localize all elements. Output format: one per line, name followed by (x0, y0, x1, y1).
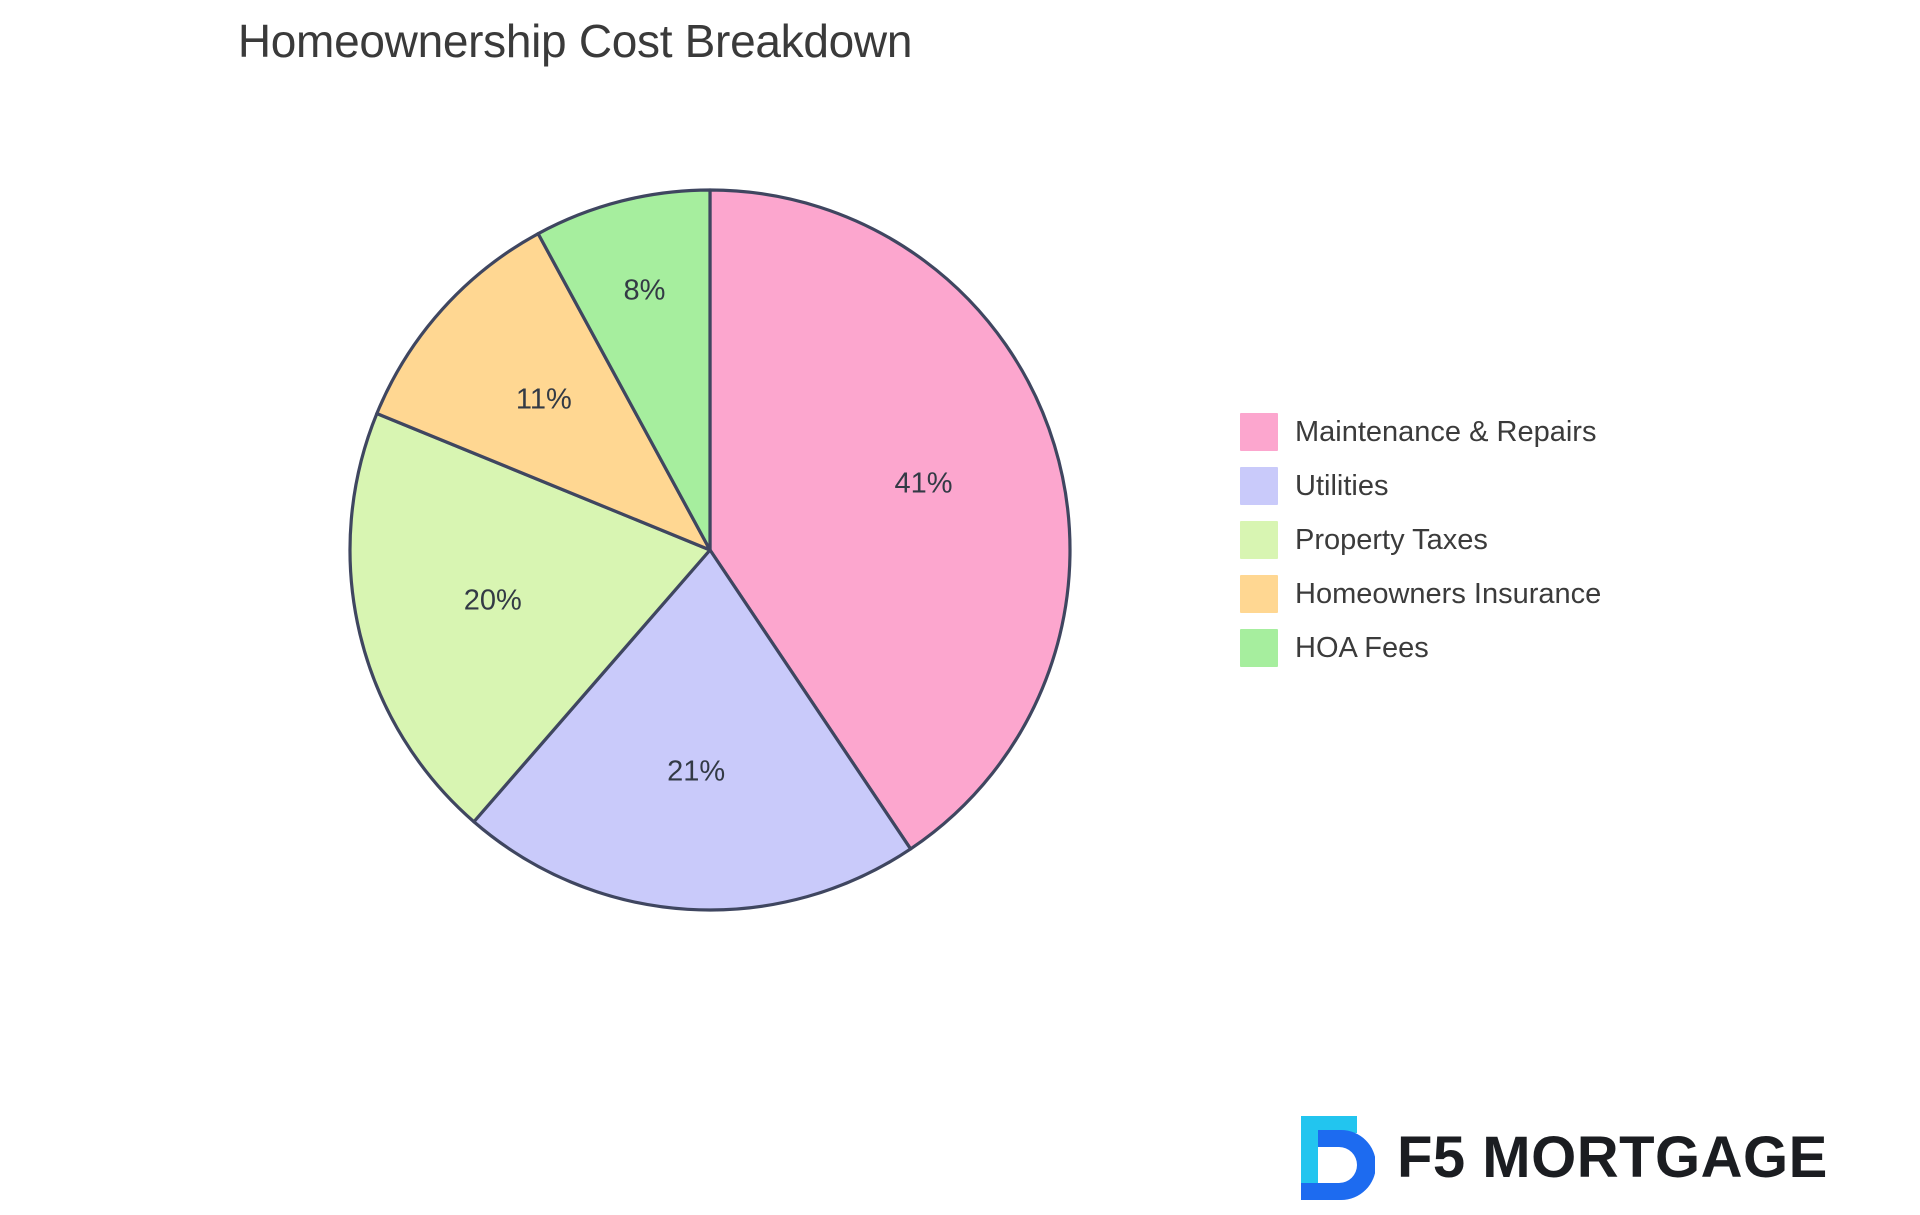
pie-slice[interactable] (375, 232, 712, 552)
pie-slice[interactable] (348, 411, 712, 824)
pie-slice-label: 8% (623, 274, 665, 306)
legend-item[interactable]: Utilities (1240, 459, 1710, 513)
legend-item-label: HOA Fees (1295, 631, 1429, 664)
legend-item-label: Utilities (1295, 469, 1389, 502)
legend-color-swatch (1240, 629, 1278, 667)
pie-slice-label: 20% (464, 584, 522, 616)
legend-color-swatch (1240, 521, 1278, 559)
legend-color-swatch (1240, 575, 1278, 613)
legend-item-label: Maintenance & Repairs (1295, 415, 1597, 448)
pie-slice[interactable] (708, 188, 1072, 851)
pie-label-group: 41% 21% 20% 11% 8% (464, 274, 953, 787)
chart-title: Homeownership Cost Breakdown (237, 15, 913, 67)
pie-slice-group (348, 188, 1072, 912)
legend-color-swatch (1240, 467, 1278, 505)
pie-chart: 41% 21% 20% 11% 8% (345, 185, 1075, 915)
brand-logo: F5 MORTGAGE (1297, 1112, 1828, 1204)
pie-slice-label: 11% (516, 384, 572, 416)
chart-legend: Maintenance & Repairs Utilities Property T… (1240, 405, 1710, 675)
pie-slice-label: 41% (894, 468, 952, 500)
logo-wordmark: F5 MORTGAGE (1397, 1125, 1828, 1190)
legend-color-swatch (1240, 413, 1278, 451)
pie-svg: 41% 21% 20% 11% 8% (348, 188, 1072, 912)
legend-item[interactable]: Homeowners Insurance (1240, 567, 1710, 621)
legend-item-label: Property Taxes (1295, 523, 1488, 556)
legend-item-label: Homeowners Insurance (1295, 577, 1602, 610)
legend-item[interactable]: HOA Fees (1240, 621, 1710, 675)
pie-slice[interactable] (536, 188, 712, 552)
legend-item[interactable]: Maintenance & Repairs (1240, 405, 1710, 459)
legend-item[interactable]: Property Taxes (1240, 513, 1710, 567)
pie-slice[interactable] (472, 548, 913, 912)
f5-logo-mark-icon (1301, 1116, 1375, 1200)
pie-slice-label: 21% (667, 755, 725, 787)
